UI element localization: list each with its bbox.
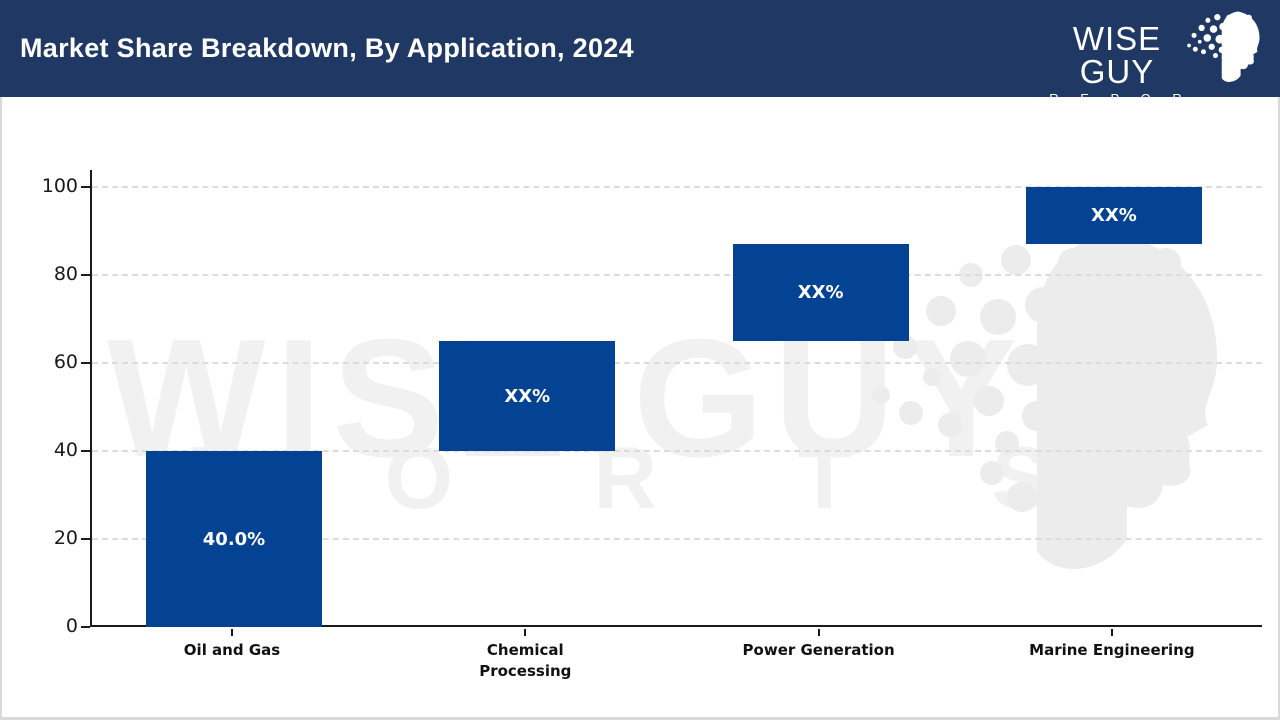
gridline-y-100 — [92, 186, 1262, 188]
y-axis-tick-mark — [81, 450, 90, 452]
bar-value-label: XX% — [504, 385, 551, 407]
y-axis-tick-label: 40 — [53, 439, 78, 461]
bar-value-label: XX% — [1090, 205, 1137, 227]
wiseguy-head-dots-icon — [1187, 11, 1260, 82]
gridline-y-40 — [92, 450, 1262, 452]
x-axis-category-label: Chemical Processing — [479, 641, 572, 680]
y-axis-tick-mark — [81, 362, 90, 364]
bar-segment: 40.0% — [146, 451, 322, 627]
y-axis-tick-label: 0 — [65, 615, 78, 637]
x-axis-category-label: Marine Engineering — [1029, 641, 1195, 659]
x-axis-tick-mark — [231, 629, 233, 636]
chart-title: Market Share Breakdown, By Application, … — [20, 33, 634, 63]
y-axis-tick-mark — [81, 626, 90, 628]
gridline-y-80 — [92, 274, 1262, 276]
x-axis-tick-mark — [817, 629, 820, 636]
x-axis-category-label: Oil and Gas — [183, 641, 281, 659]
x-axis-tick-mark — [1110, 629, 1113, 636]
y-axis-tick-mark — [81, 538, 90, 540]
bar-value-label: 40.0% — [202, 528, 266, 550]
y-axis-tick-label: 20 — [53, 527, 78, 549]
logo-wordmark: WISE GUY — [1072, 20, 1162, 90]
y-axis-tick-label: 60 — [53, 351, 78, 373]
bar-value-label: XX% — [797, 282, 844, 304]
bar-segment: XX% — [439, 341, 616, 451]
header-bar: Market Share Breakdown, By Application, … — [0, 0, 1280, 121]
bar-segment: XX% — [732, 244, 909, 341]
bar-segment: XX% — [1025, 187, 1202, 245]
wiseguy-reports-logo: WISE GUY R E P O R T S — [1032, 8, 1262, 121]
x-axis-tick-mark — [524, 629, 527, 636]
y-axis-tick-mark — [81, 186, 90, 188]
gridline-y-20 — [92, 538, 1262, 540]
gridline-y-60 — [92, 362, 1262, 364]
plot-area: 40.0% XX% XX% XX% — [90, 170, 1262, 627]
y-axis-tick-mark — [81, 274, 90, 276]
x-axis-category-label: Power Generation — [742, 641, 895, 659]
chart-panel: WISE GUY P O R T S 40.0% XX% XX% XX% 0 20 40 6… — [0, 97, 1280, 720]
watermark-head-dots-icon — [872, 233, 1218, 569]
y-axis-tick-label: 100 — [41, 175, 78, 197]
y-axis-tick-label: 80 — [53, 263, 78, 285]
